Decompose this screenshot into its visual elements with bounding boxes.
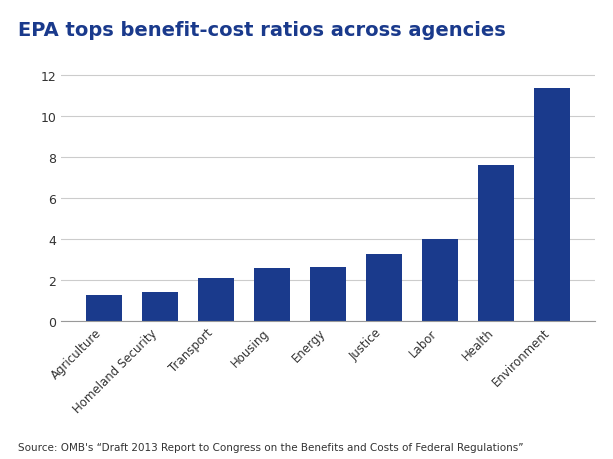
Bar	[197, 278, 234, 321]
Text: Source: OMB's “Draft 2013 Report to Congress on the Benefits and Costs of Federa: Source: OMB's “Draft 2013 Report to Cong…	[18, 442, 524, 452]
Bar	[254, 268, 290, 321]
Text: EPA tops benefit-cost ratios across agencies: EPA tops benefit-cost ratios across agen…	[18, 21, 506, 39]
Bar	[422, 240, 459, 321]
Bar	[310, 267, 346, 321]
Bar	[478, 166, 514, 321]
Bar	[142, 293, 178, 321]
Bar	[534, 89, 570, 321]
Bar	[366, 255, 402, 321]
Bar	[86, 296, 122, 321]
